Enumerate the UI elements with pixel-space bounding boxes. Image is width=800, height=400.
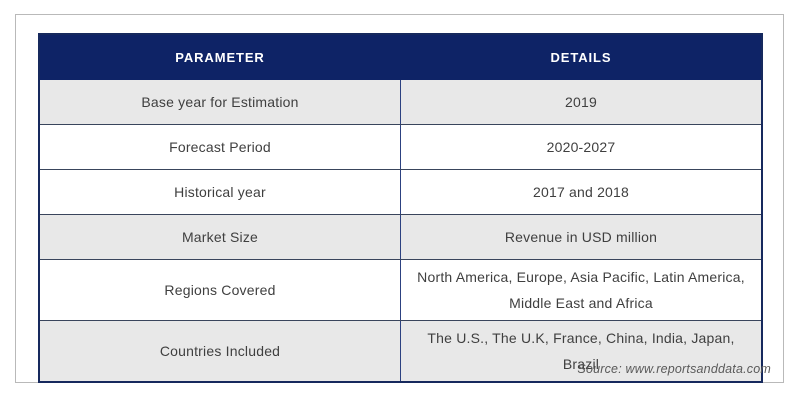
header-row: PARAMETER DETAILS (38, 33, 763, 80)
details-cell: 2019 (400, 79, 762, 125)
details-cell: The U.S., The U.K, France, China, India,… (400, 320, 762, 383)
header-cell-details: DETAILS (400, 33, 763, 80)
details-cell: 2017 and 2018 (400, 169, 762, 215)
report-scope-table: PARAMETER DETAILS Base year for Estimati… (38, 33, 763, 383)
table-row: Historical year 2017 and 2018 (39, 169, 762, 215)
parameter-cell: Historical year (39, 169, 401, 215)
details-cell: Revenue in USD million (400, 214, 762, 260)
parameter-cell: Base year for Estimation (39, 79, 401, 125)
table-row: Forecast Period 2020-2027 (39, 124, 762, 170)
parameter-cell: Regions Covered (39, 259, 401, 321)
parameter-cell: Forecast Period (39, 124, 401, 170)
parameter-cell: Countries Included (39, 320, 401, 383)
page-frame: PARAMETER DETAILS Base year for Estimati… (15, 14, 784, 383)
table-header: PARAMETER DETAILS (38, 33, 763, 80)
source-attribution: Source: www.reportsanddata.com (577, 362, 771, 376)
table-body: Base year for Estimation 2019 Forecast Per… (39, 79, 762, 383)
table-row: Base year for Estimation 2019 (39, 79, 762, 125)
header-cell-parameter: PARAMETER (38, 33, 401, 80)
parameter-cell: Market Size (39, 214, 401, 260)
details-cell: 2020-2027 (400, 124, 762, 170)
table-row: Regions Covered North America, Europe, As… (39, 259, 762, 321)
table-row: Countries Included The U.S., The U.K, Fra… (39, 320, 762, 383)
table-row: Market Size Revenue in USD million (39, 214, 762, 260)
details-cell: North America, Europe, Asia Pacific, Lat… (400, 259, 762, 321)
